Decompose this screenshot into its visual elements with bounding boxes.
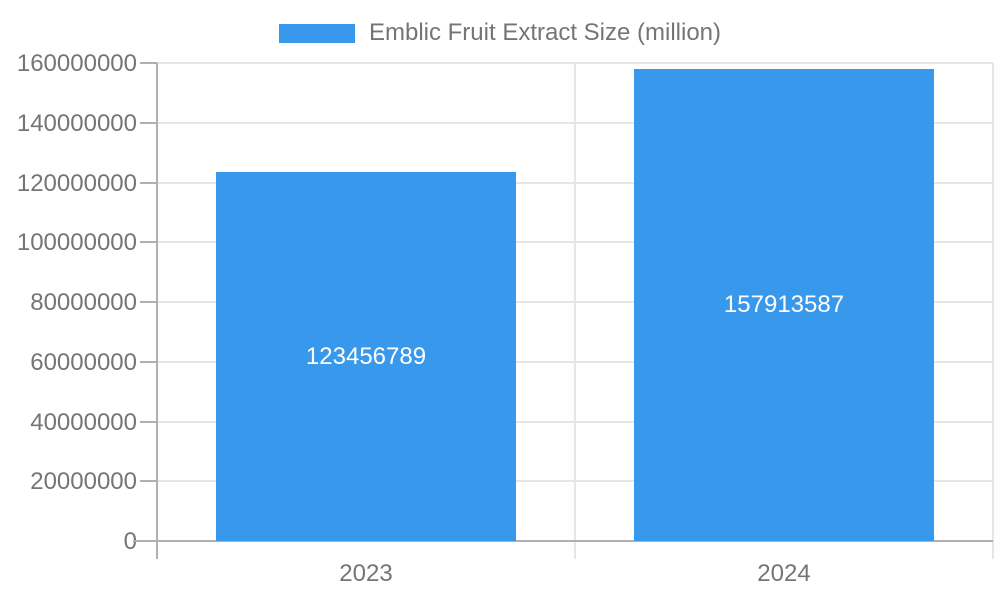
bar-2024 bbox=[633, 69, 935, 541]
y-tick-label: 160000000 bbox=[16, 50, 137, 77]
y-axis-line bbox=[156, 63, 158, 559]
bar-value-label: 157913587 bbox=[723, 291, 845, 319]
y-tick-mark bbox=[140, 420, 157, 423]
x-axis-line bbox=[133, 540, 993, 542]
y-tick-mark bbox=[140, 360, 157, 363]
y-tick-label: 0 bbox=[123, 528, 137, 555]
y-tick-label: 140000000 bbox=[16, 109, 137, 137]
bar-2023 bbox=[215, 172, 517, 541]
y-tick-label: 80000000 bbox=[30, 289, 137, 316]
category-divider-line bbox=[574, 63, 576, 559]
x-tick-label: 2023 bbox=[339, 560, 393, 587]
y-tick-mark bbox=[140, 121, 157, 124]
y-tick-mark bbox=[140, 241, 157, 244]
y-tick-label: 60000000 bbox=[30, 348, 137, 376]
legend-label: Emblic Fruit Extract Size (million) bbox=[368, 19, 722, 46]
y-tick-label: 120000000 bbox=[16, 169, 137, 197]
y-tick-label: 40000000 bbox=[30, 408, 137, 436]
y-tick-label: 100000000 bbox=[16, 229, 137, 257]
y-tick-label: 20000000 bbox=[30, 468, 137, 496]
y-tick-mark bbox=[140, 301, 157, 303]
legend-swatch-icon bbox=[278, 23, 355, 43]
y-tick-mark bbox=[140, 480, 157, 483]
x-tick-label: 2024 bbox=[757, 560, 811, 587]
legend: Emblic Fruit Extract Size (million) bbox=[0, 19, 1000, 47]
y-tick-mark bbox=[140, 62, 157, 64]
y-tick-mark bbox=[140, 181, 157, 184]
plot-right-border-line bbox=[992, 63, 994, 559]
bar-value-label: 123456789 bbox=[305, 342, 427, 370]
